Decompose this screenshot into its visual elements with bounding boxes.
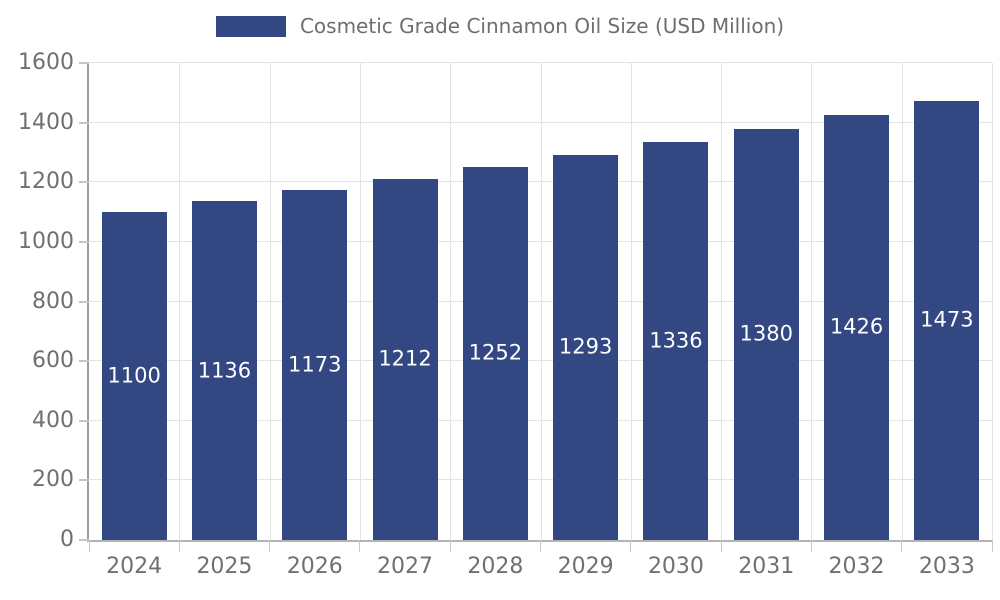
bar-2027: 1212	[372, 178, 438, 540]
y-axis-tick-label: 800	[32, 288, 74, 314]
bar-value-label: 1100	[107, 363, 161, 388]
y-axis-tick	[79, 419, 89, 422]
vertical-gridline	[269, 63, 271, 540]
bar-value-label: 1173	[288, 352, 342, 377]
bar-value-label: 1293	[558, 334, 613, 359]
bar-value-label: 1252	[468, 340, 523, 365]
bar-2028: 1252	[462, 166, 528, 540]
y-axis-tick	[79, 121, 89, 124]
vertical-gridline	[179, 63, 181, 540]
x-axis-tick	[269, 540, 271, 552]
y-axis-tick-label: 1400	[18, 109, 74, 135]
x-axis-tick-label: 2025	[196, 554, 253, 579]
bar-value-label: 1380	[739, 321, 793, 346]
x-axis-tick	[88, 540, 90, 552]
legend-swatch	[215, 15, 286, 37]
x-axis-tick-label: 2031	[738, 554, 795, 579]
y-axis-tick	[79, 479, 89, 482]
bar-value-label: 1136	[197, 358, 252, 383]
legend: Cosmetic Grade Cinnamon Oil Size (USD Mi…	[0, 14, 1000, 38]
x-axis-tick-label: 2032	[828, 554, 885, 579]
x-axis-tick	[901, 540, 903, 552]
y-axis-tick-label: 400	[32, 407, 74, 433]
vertical-gridline	[721, 63, 723, 540]
y-axis-tick-label: 1600	[18, 50, 74, 75]
x-axis-tick-label: 2028	[467, 554, 524, 579]
y-axis-tick-label: 1200	[18, 169, 74, 195]
x-axis-tick-label: 2030	[647, 554, 704, 579]
bar-2026: 1173	[282, 190, 348, 540]
x-axis-tick	[178, 540, 180, 552]
y-axis-tick-label: 200	[32, 467, 74, 493]
y-axis-tick-label: 1000	[18, 228, 74, 254]
vertical-gridline	[901, 63, 903, 540]
bar-value-label: 1426	[829, 314, 884, 339]
y-axis-tick	[79, 62, 89, 64]
vertical-gridline	[450, 63, 452, 540]
horizontal-gridline	[89, 62, 992, 63]
x-axis-tick-label: 2033	[918, 554, 975, 579]
x-axis-tick	[810, 540, 812, 552]
x-axis-tick-label: 2024	[106, 554, 163, 579]
y-axis-tick	[79, 539, 89, 541]
bar-value-label: 1473	[920, 307, 974, 332]
y-axis-tick	[79, 181, 89, 184]
vertical-gridline	[359, 63, 361, 540]
x-axis-tick	[540, 540, 541, 552]
x-axis-tick-label: 2029	[557, 554, 614, 579]
bar-2031: 1380	[733, 128, 799, 540]
bar-2033: 1473	[914, 100, 980, 540]
vertical-gridline	[811, 63, 813, 540]
bar-2030: 1336	[643, 141, 709, 540]
x-axis-tick-label: 2027	[377, 554, 434, 579]
y-axis-tick-label: 0	[60, 527, 74, 552]
x-axis-tick	[630, 540, 632, 552]
y-axis-tick	[79, 360, 89, 363]
x-axis-tick-label: 2026	[286, 554, 343, 579]
bar-value-label: 1212	[378, 346, 432, 371]
x-axis-tick	[991, 540, 993, 552]
bar-2032: 1426	[824, 114, 890, 540]
vertical-gridline	[992, 63, 993, 540]
x-axis-tick	[359, 540, 361, 552]
y-axis-tick	[79, 300, 89, 303]
y-axis-tick	[79, 240, 89, 243]
vertical-gridline	[540, 63, 542, 540]
bar-value-label: 1336	[649, 328, 703, 353]
bar-2029: 1293	[553, 154, 619, 540]
x-axis-tick	[449, 540, 451, 552]
bar-2024: 1100	[101, 212, 167, 540]
plot-area: 0 200 400 600 800 1000 1200 1400 1600 1100 2024 113…	[18, 52, 993, 578]
legend-label: Cosmetic Grade Cinnamon Oil Size (USD Mi…	[299, 14, 785, 38]
vertical-gridline	[630, 63, 632, 540]
bar-2025: 1136	[191, 201, 257, 540]
y-axis-tick-label: 600	[32, 348, 74, 374]
x-axis-tick	[720, 540, 722, 552]
